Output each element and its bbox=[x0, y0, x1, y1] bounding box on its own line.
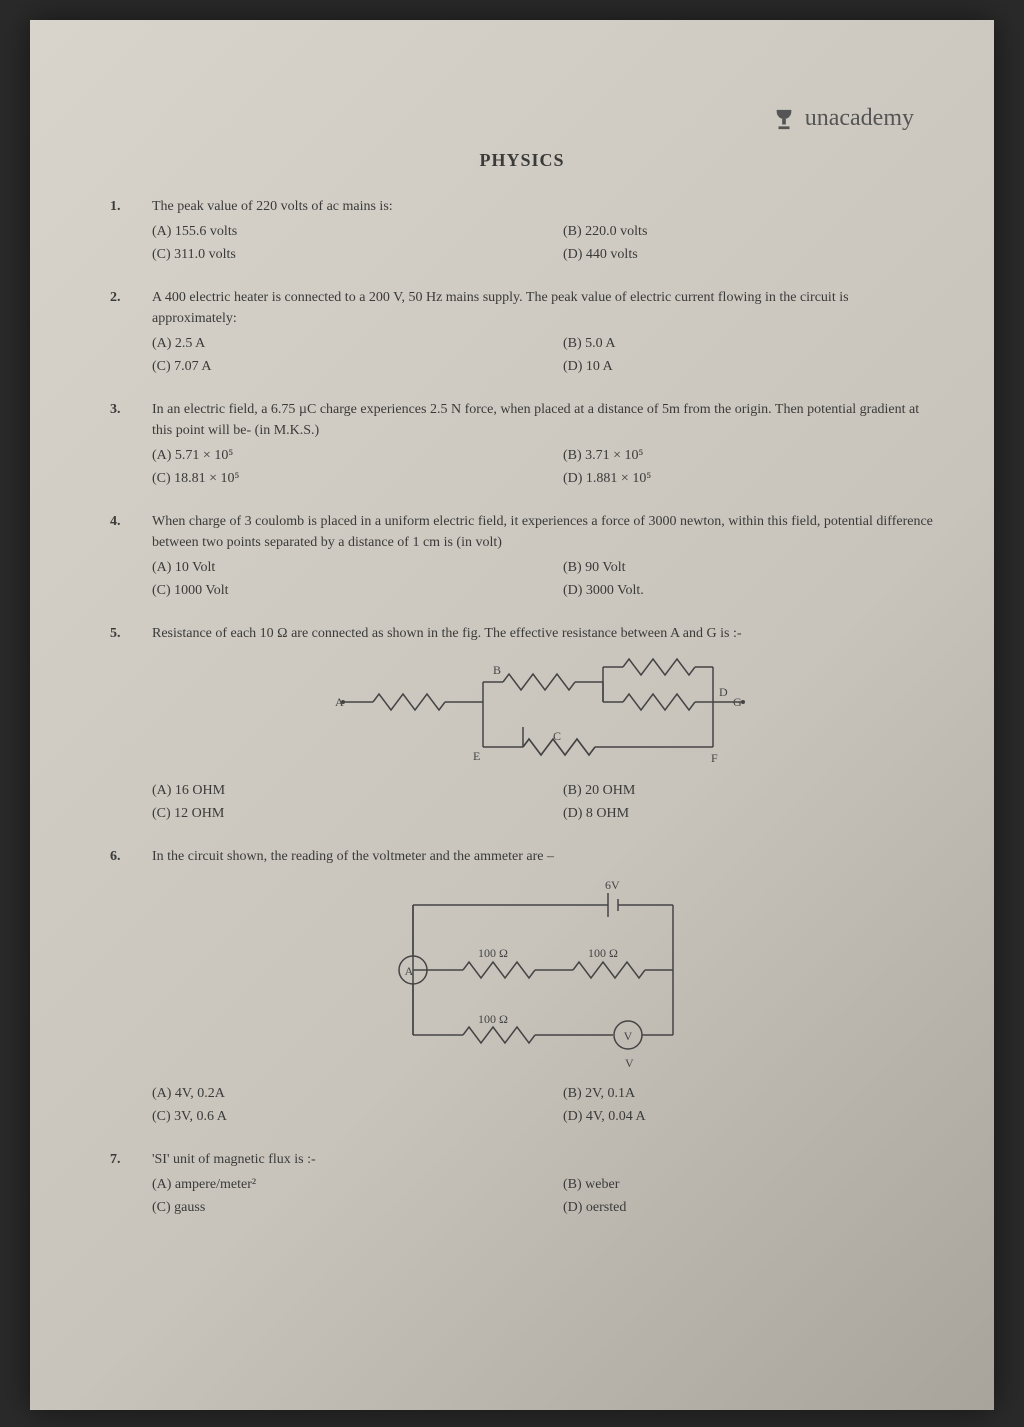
voltmeter-label: V bbox=[624, 1029, 633, 1043]
question-7: 7. 'SI' unit of magnetic flux is :- (A) … bbox=[110, 1149, 934, 1218]
question-stem: The peak value of 220 volts of ac mains … bbox=[152, 196, 934, 217]
option-b: (B) 220.0 volts bbox=[563, 221, 934, 242]
option-a: (A) 16 OHM bbox=[152, 780, 523, 801]
ammeter-label: A bbox=[405, 964, 414, 978]
option-c: (C) 18.81 × 10⁵ bbox=[152, 468, 523, 489]
emf-label: 6V bbox=[605, 878, 620, 892]
option-b: (B) weber bbox=[563, 1174, 934, 1195]
voltmeter-caption: V bbox=[625, 1056, 634, 1070]
option-c: (C) 1000 Volt bbox=[152, 580, 523, 601]
question-3: 3. In an electric field, a 6.75 µC charg… bbox=[110, 399, 934, 489]
question-stem: In an electric field, a 6.75 µC charge e… bbox=[152, 399, 934, 441]
question-number: 5. bbox=[110, 623, 134, 824]
option-d: (D) 8 OHM bbox=[563, 803, 934, 824]
option-a: (A) 155.6 volts bbox=[152, 221, 523, 242]
option-d: (D) 4V, 0.04 A bbox=[563, 1106, 934, 1127]
option-d: (D) 3000 Volt. bbox=[563, 580, 934, 601]
option-a: (A) 2.5 A bbox=[152, 333, 523, 354]
option-b: (B) 2V, 0.1A bbox=[563, 1083, 934, 1104]
option-b: (B) 3.71 × 10⁵ bbox=[563, 445, 934, 466]
question-number: 7. bbox=[110, 1149, 134, 1218]
r1-label: 100 Ω bbox=[478, 946, 508, 960]
node-label-b: B bbox=[493, 663, 501, 677]
question-6: 6. In the circuit shown, the reading of … bbox=[110, 846, 934, 1127]
physics-worksheet-page: unacademy PHYSICS 1. The peak value of 2… bbox=[30, 20, 994, 1410]
option-c: (C) 3V, 0.6 A bbox=[152, 1106, 523, 1127]
question-stem: 'SI' unit of magnetic flux is :- bbox=[152, 1149, 934, 1170]
option-b: (B) 20 OHM bbox=[563, 780, 934, 801]
question-number: 1. bbox=[110, 196, 134, 265]
option-d: (D) 440 volts bbox=[563, 244, 934, 265]
option-c: (C) 7.07 A bbox=[152, 356, 523, 377]
r2-label: 100 Ω bbox=[588, 946, 618, 960]
option-d: (D) 1.881 × 10⁵ bbox=[563, 468, 934, 489]
option-c: (C) 311.0 volts bbox=[152, 244, 523, 265]
circuit-figure-q5: A B C D E F G bbox=[333, 652, 753, 772]
node-label-d: D bbox=[719, 685, 728, 699]
option-a: (A) 5.71 × 10⁵ bbox=[152, 445, 523, 466]
question-2: 2. A 400 electric heater is connected to… bbox=[110, 287, 934, 377]
option-b: (B) 90 Volt bbox=[563, 557, 934, 578]
question-stem: Resistance of each 10 Ω are connected as… bbox=[152, 623, 934, 644]
question-number: 3. bbox=[110, 399, 134, 489]
brand-text: unacademy bbox=[805, 105, 914, 132]
question-number: 4. bbox=[110, 511, 134, 601]
question-stem: When charge of 3 coulomb is placed in a … bbox=[152, 511, 934, 553]
question-1: 1. The peak value of 220 volts of ac mai… bbox=[110, 196, 934, 265]
question-stem: In the circuit shown, the reading of the… bbox=[152, 846, 934, 867]
brand: unacademy bbox=[773, 105, 914, 132]
question-number: 6. bbox=[110, 846, 134, 1127]
question-number: 2. bbox=[110, 287, 134, 377]
node-label-f: F bbox=[711, 751, 718, 765]
option-a: (A) 4V, 0.2A bbox=[152, 1083, 523, 1104]
question-5: 5. Resistance of each 10 Ω are connected… bbox=[110, 623, 934, 824]
option-d: (D) 10 A bbox=[563, 356, 934, 377]
node-label-c: C bbox=[553, 729, 561, 743]
option-c: (C) gauss bbox=[152, 1197, 523, 1218]
option-a: (A) ampere/meter² bbox=[152, 1174, 523, 1195]
brand-trophy-icon bbox=[773, 106, 795, 132]
node-label-e: E bbox=[473, 749, 480, 763]
question-stem: A 400 electric heater is connected to a … bbox=[152, 287, 934, 329]
option-a: (A) 10 Volt bbox=[152, 557, 523, 578]
node-label-g: G bbox=[733, 695, 742, 709]
question-4: 4. When charge of 3 coulomb is placed in… bbox=[110, 511, 934, 601]
option-d: (D) oersted bbox=[563, 1197, 934, 1218]
circuit-figure-q6: 6V 100 Ω 100 Ω 100 Ω A V V bbox=[373, 875, 713, 1075]
page-title: PHYSICS bbox=[110, 150, 934, 171]
option-b: (B) 5.0 A bbox=[563, 333, 934, 354]
r3-label: 100 Ω bbox=[478, 1012, 508, 1026]
option-c: (C) 12 OHM bbox=[152, 803, 523, 824]
